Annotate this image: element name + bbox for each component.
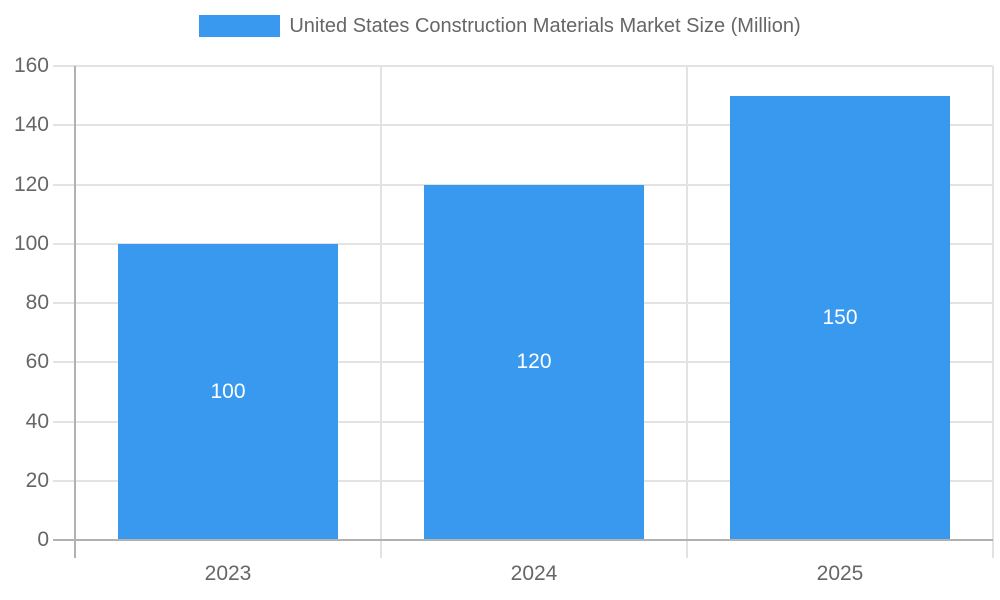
y-tick-label-60: 60 [25, 350, 49, 374]
y-axis-line [74, 66, 76, 558]
h-gridline-160 [53, 65, 993, 67]
v-gridline-2 [686, 66, 688, 558]
bar-2024 [423, 184, 645, 539]
bar-value-label-2025: 150 [822, 305, 858, 329]
v-gridline-1 [380, 66, 382, 558]
x-tick-label-2025: 2025 [816, 562, 864, 585]
x-axis-line [53, 539, 993, 541]
v-gridline-3 [992, 66, 994, 558]
chart-legend-item[interactable]: United States Construction Materials Mar… [0, 14, 1000, 38]
y-tick-label-140: 140 [13, 113, 49, 137]
x-tick-label-2023: 2023 [204, 562, 252, 585]
h-gridline-140 [53, 124, 993, 127]
bar-value-label-2024: 120 [516, 350, 552, 374]
x-tick-label-2024: 2024 [510, 562, 558, 585]
y-tick-label-100: 100 [13, 231, 49, 255]
y-tick-label-120: 120 [13, 172, 49, 196]
y-tick-label-160: 160 [13, 54, 49, 77]
bar-2025 [729, 95, 951, 539]
bar-value-label-2023: 100 [210, 379, 246, 403]
y-tick-label-40: 40 [25, 409, 49, 433]
y-tick-label-80: 80 [25, 291, 49, 314]
legend-swatch [199, 15, 281, 37]
y-tick-label-0: 0 [37, 528, 49, 551]
bar-2023 [117, 243, 339, 539]
y-tick-label-20: 20 [25, 468, 49, 492]
legend-label: United States Construction Materials Mar… [289, 15, 801, 37]
